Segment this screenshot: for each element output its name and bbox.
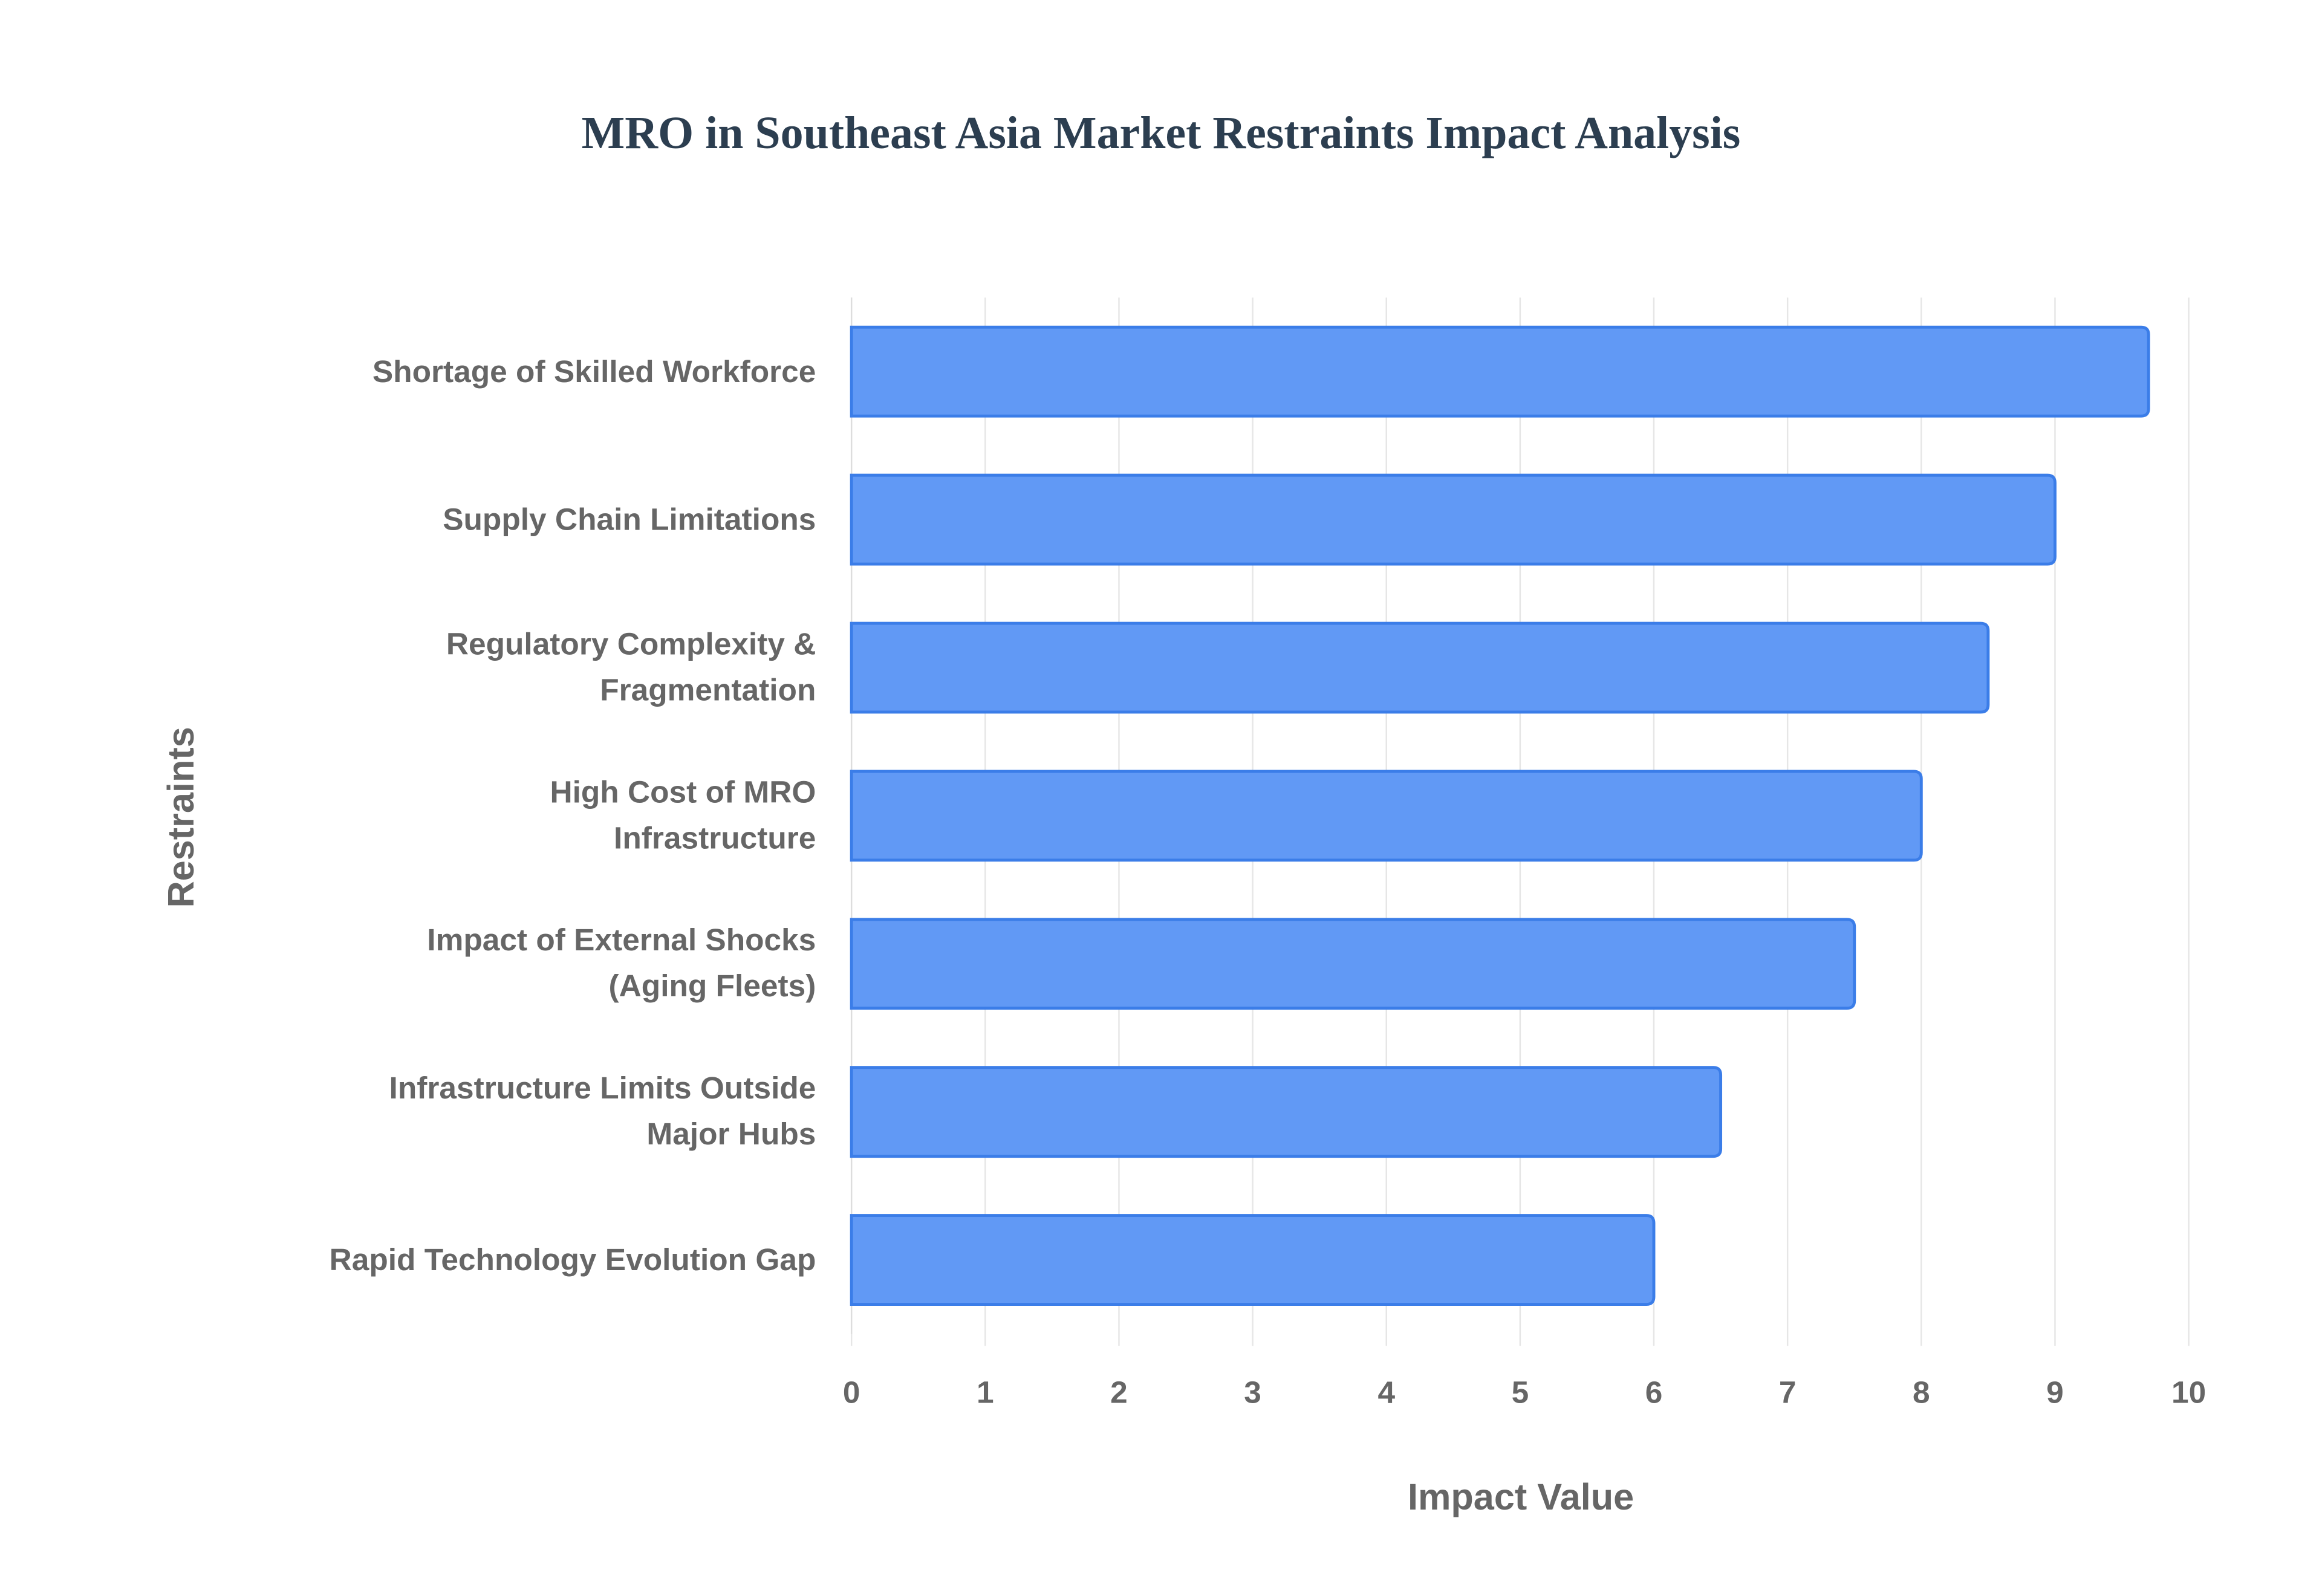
x-tick-label: 3 [1244, 1375, 1261, 1410]
y-axis-label: Restraints [160, 727, 201, 907]
y-tick-label: Supply Chain Limitations [443, 502, 816, 537]
y-tick-label: Infrastructure Limits Outside Major Hubs [389, 1072, 816, 1152]
chart-title: MRO in Southeast Asia Market Restraints … [582, 108, 1741, 158]
x-tick-label: 9 [2046, 1375, 2064, 1410]
bar [850, 1214, 1656, 1306]
x-tick-label: 0 [843, 1375, 860, 1410]
y-tick-label-box: Rapid Technology Evolution Gap [329, 1242, 816, 1277]
x-tick-label: 6 [1645, 1375, 1663, 1410]
y-tick-label-box: Shortage of Skilled Workforce [372, 354, 816, 389]
y-tick-label-box: Impact of External Shocks (Aging Fleets) [427, 924, 816, 1004]
x-tick-label: 10 [2171, 1375, 2206, 1410]
y-tick-label-box: Infrastructure Limits Outside Major Hubs [389, 1072, 816, 1152]
x-tick-label: 1 [977, 1375, 994, 1410]
y-tick-label: Rapid Technology Evolution Gap [329, 1242, 816, 1277]
y-tick-label-box: Supply Chain Limitations [443, 502, 816, 537]
bar [850, 918, 1856, 1010]
x-tick-label: 8 [1913, 1375, 1930, 1410]
y-tick-label: Shortage of Skilled Workforce [372, 354, 816, 389]
y-tick-label-box: High Cost of MRO Infrastructure [550, 776, 816, 856]
bar [850, 473, 2057, 566]
bar [850, 770, 1923, 862]
bar [850, 325, 2150, 418]
x-tick-label: 4 [1377, 1375, 1395, 1410]
x-tick-label: 7 [1779, 1375, 1797, 1410]
y-tick-label-box: Regulatory Complexity & Fragmentation [446, 628, 816, 708]
y-tick-label: High Cost of MRO Infrastructure [550, 776, 816, 856]
x-tick-label: 5 [1512, 1375, 1529, 1410]
y-tick-label: Impact of External Shocks (Aging Fleets) [427, 924, 816, 1004]
y-tick-label: Regulatory Complexity & Fragmentation [446, 628, 816, 708]
bar [850, 621, 1990, 714]
x-tick-label: 2 [1110, 1375, 1128, 1410]
bar [850, 1066, 1723, 1158]
x-axis-label: Impact Value [1408, 1476, 1634, 1517]
